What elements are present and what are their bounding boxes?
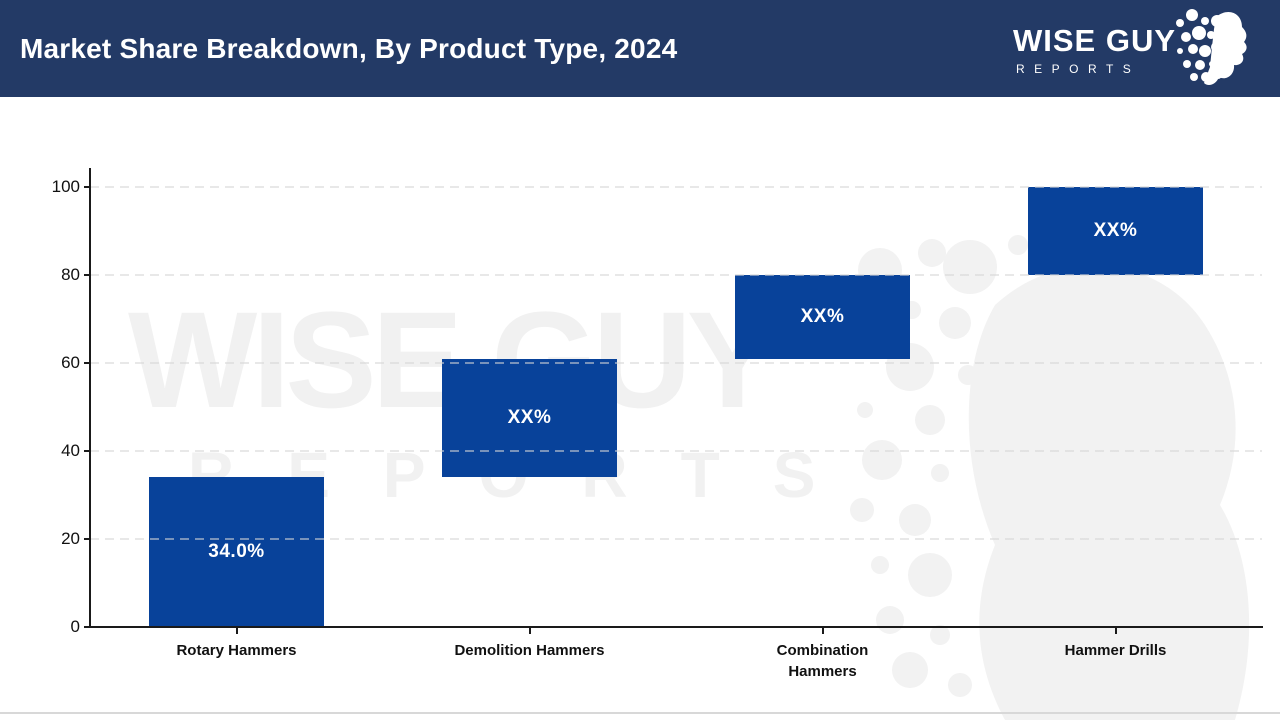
y-tick-mark	[84, 186, 89, 188]
y-tick-label: 60	[61, 353, 80, 372]
y-tick-mark	[84, 538, 89, 540]
bar-value-label: XX%	[507, 406, 552, 428]
bar: XX%	[441, 358, 618, 478]
x-axis-spine	[89, 626, 1263, 628]
watermark-face	[850, 235, 1250, 720]
bar-value-label: XX%	[800, 305, 845, 327]
x-tick-mark	[235, 628, 238, 634]
x-tick-mark	[821, 628, 824, 634]
bar: 34.0%	[148, 477, 325, 627]
bottom-hairline	[0, 712, 1280, 714]
logo-text: WISE GUY REPORTS	[1013, 23, 1176, 76]
logo-brand-text: WISE GUY	[1013, 22, 1177, 58]
logo: WISE GUY REPORTS	[1013, 6, 1268, 92]
gridline	[90, 274, 1262, 276]
x-tick-mark	[1114, 628, 1117, 634]
y-tick-label: 80	[61, 265, 80, 284]
bar: XX%	[734, 275, 911, 359]
x-tick-label: Demolition Hammers	[454, 642, 605, 659]
x-tick-label: Combination Hammers	[776, 642, 869, 680]
y-tick-label: 100	[51, 177, 80, 196]
y-tick-mark	[84, 450, 89, 452]
y-tick-label: 0	[70, 617, 80, 636]
y-tick-label: 40	[61, 441, 80, 460]
logo-subtitle-text: REPORTS	[1016, 61, 1141, 76]
gridline	[90, 538, 1262, 540]
bar-value-label: XX%	[1093, 220, 1138, 241]
x-tick-mark	[528, 628, 531, 634]
bar: XX%	[1027, 187, 1204, 275]
y-tick-label: 20	[61, 529, 80, 548]
bar-value-label: 34.0%	[208, 541, 265, 563]
x-tick-label: Rotary Hammers	[176, 642, 297, 659]
logo-face-icon	[1176, 9, 1247, 85]
gridline	[90, 362, 1262, 364]
y-tick-mark	[84, 626, 89, 628]
gridline	[90, 450, 1262, 452]
page-title: Market Share Breakdown, By Product Type,…	[20, 32, 678, 64]
x-tick-label: Hammer Drills	[1064, 642, 1167, 659]
header: Market Share Breakdown, By Product Type,…	[0, 0, 1280, 97]
y-tick-mark	[84, 274, 89, 276]
y-axis-spine	[89, 168, 91, 628]
y-tick-mark	[84, 362, 89, 364]
gridline	[90, 186, 1262, 188]
